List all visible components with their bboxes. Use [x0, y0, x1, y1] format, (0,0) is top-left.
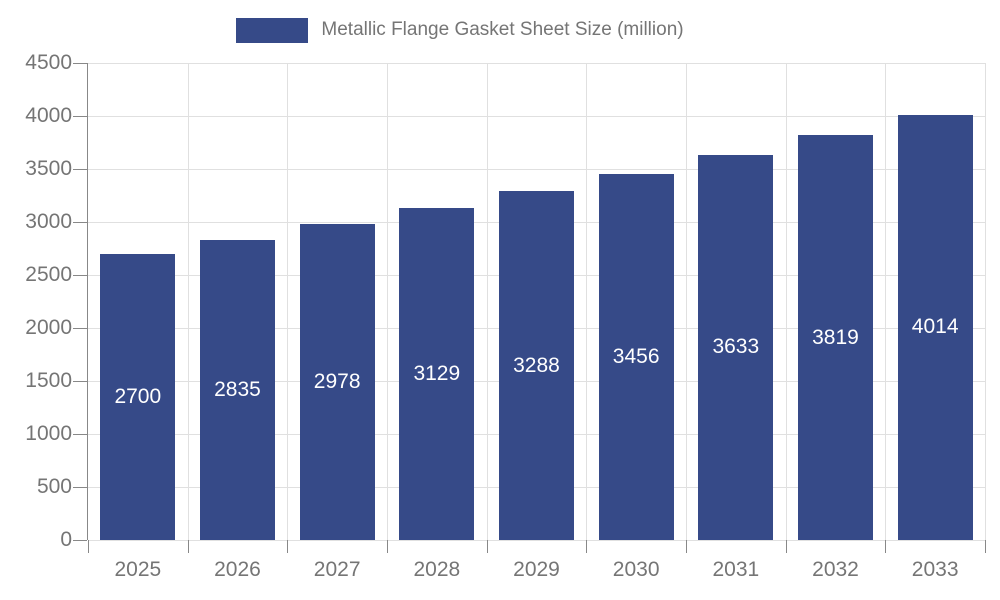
x-axis-tick-label: 2031: [712, 558, 760, 581]
y-axis-tick: [73, 221, 87, 223]
bar-value-label: 2978: [313, 370, 361, 394]
y-axis-tick-label: 500: [36, 475, 72, 498]
x-axis-tick: [985, 540, 986, 553]
bar-value-label: 2700: [114, 384, 162, 408]
plot-area: 2700 2835 2978 3129 3288 3456 3633 3819 4014: [73, 63, 986, 553]
y-axis-tick: [73, 275, 87, 276]
x-axis-tick: [88, 540, 89, 553]
gridline-horizontal: [88, 63, 985, 64]
gridline-vertical: [386, 63, 388, 540]
bar-2028[interactable]: 3129: [399, 208, 475, 540]
y-axis-tick-label: 4000: [25, 104, 72, 127]
bar-2026[interactable]: 2835: [199, 239, 276, 540]
gridline-vertical: [785, 63, 787, 540]
x-axis-tick: [785, 540, 787, 553]
bar-value-label: 3819: [812, 325, 859, 349]
bar-2027[interactable]: 2978: [299, 224, 375, 540]
bar-2025[interactable]: 2700: [100, 253, 176, 540]
bar-2031[interactable]: 3633: [698, 154, 774, 540]
y-axis-tick: [73, 63, 87, 64]
gridline-vertical: [486, 63, 488, 540]
gridline-vertical: [187, 63, 189, 540]
y-axis-line: [87, 63, 88, 540]
gridline-horizontal: [88, 116, 985, 117]
y-axis-labels: 0 500 1000 1500 2000 2500 3000 3500 4000 4500: [0, 51, 72, 551]
x-axis-tick-label: 2033: [911, 558, 959, 581]
y-axis-tick: [73, 434, 87, 435]
bar-value-label: 3633: [712, 335, 760, 359]
gridline-vertical: [287, 63, 289, 540]
x-axis-tick: [187, 540, 189, 553]
x-axis-tick-label: 2026: [214, 558, 261, 581]
x-axis-tick: [386, 540, 388, 553]
bar-value-label: 4014: [911, 315, 959, 339]
gridline-horizontal: [88, 169, 985, 170]
gridline-vertical: [586, 63, 588, 540]
x-axis-labels: 2025 2026 2027 2028 2029 2030 2031 2032 2033: [88, 558, 985, 588]
gridline-vertical: [685, 63, 687, 540]
bar-value-label: 3129: [413, 362, 461, 386]
y-axis-tick-label: 1000: [25, 422, 72, 445]
x-axis-tick-label: 2030: [612, 558, 660, 581]
bar-2029[interactable]: 3288: [498, 191, 575, 540]
gridline-horizontal: [88, 540, 985, 541]
y-axis-tick-label: 2000: [25, 316, 72, 339]
y-axis-tick: [73, 116, 87, 117]
gridline-vertical: [985, 63, 986, 540]
bar-2033[interactable]: 4014: [897, 114, 973, 540]
x-axis-tick-label: 2029: [513, 558, 560, 581]
bar-2032[interactable]: 3819: [797, 135, 874, 540]
bar-value-label: 3288: [513, 353, 560, 377]
y-axis-tick: [73, 487, 87, 488]
y-axis-tick-label: 3500: [25, 157, 72, 180]
bar-value-label: 2835: [214, 377, 261, 401]
y-axis-tick: [73, 328, 87, 329]
x-axis-tick: [287, 540, 289, 553]
y-axis-tick: [73, 380, 87, 382]
x-axis-tick: [486, 540, 488, 553]
bar-value-label: 3456: [612, 344, 660, 368]
x-axis-tick: [885, 540, 887, 553]
legend-label: Metallic Flange Gasket Sheet Size (milli…: [321, 19, 684, 40]
y-axis-tick-label: 3000: [25, 209, 72, 233]
y-axis-tick-label: 1500: [25, 368, 72, 392]
y-axis-tick: [73, 540, 87, 541]
gridline-vertical: [885, 63, 887, 540]
x-axis-tick-label: 2032: [812, 558, 859, 581]
y-axis-tick-label: 4500: [25, 51, 72, 74]
y-axis-tick-label: 0: [60, 528, 72, 551]
y-axis-tick-label: 2500: [25, 263, 72, 286]
bar-2030[interactable]: 3456: [598, 173, 674, 540]
x-axis-tick: [586, 540, 588, 553]
x-axis-tick-label: 2027: [313, 558, 361, 581]
x-axis-tick-label: 2025: [114, 558, 162, 581]
y-axis-tick: [73, 169, 87, 170]
x-axis-tick: [685, 540, 687, 553]
legend-swatch: [236, 17, 309, 43]
legend-item[interactable]: Metallic Flange Gasket Sheet Size (milli…: [0, 15, 920, 45]
x-axis-tick-label: 2028: [413, 558, 461, 581]
